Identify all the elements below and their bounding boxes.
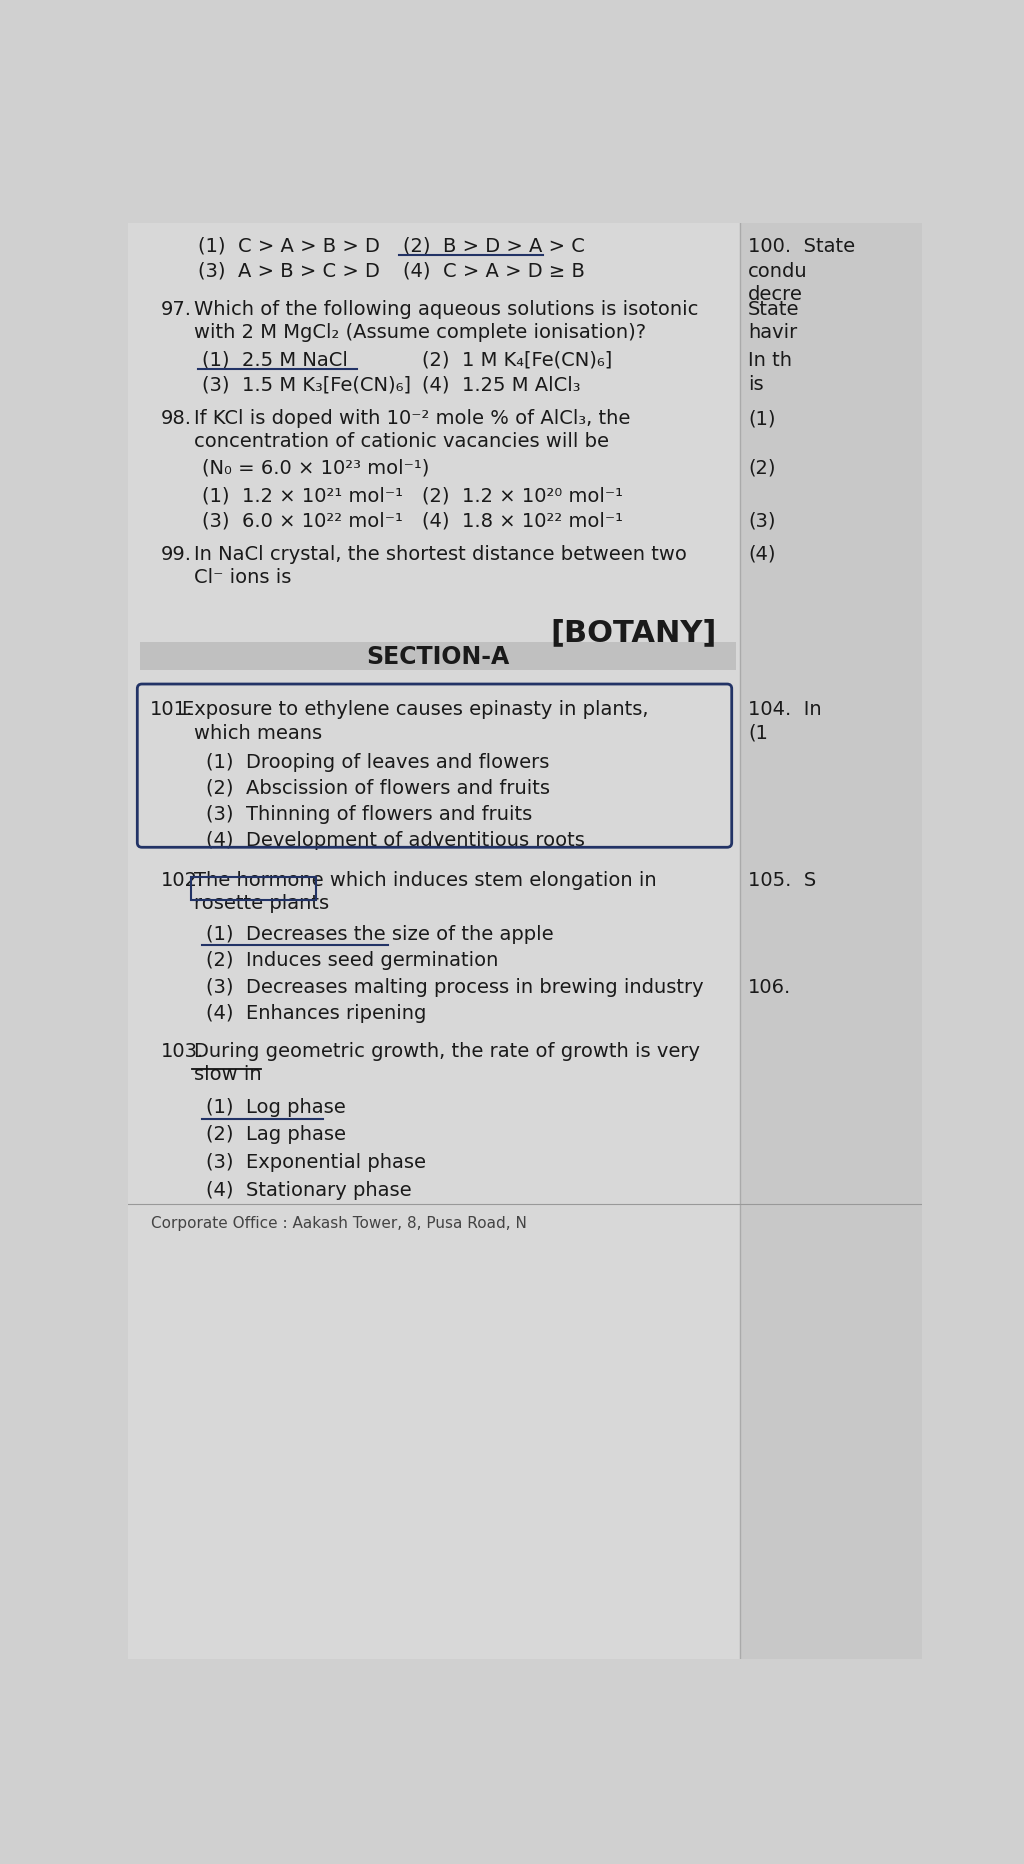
Text: 106.: 106.	[748, 977, 792, 995]
Text: (3)  1.5 M K₃[Fe(CN)₆]: (3) 1.5 M K₃[Fe(CN)₆]	[202, 375, 411, 395]
Text: (3): (3)	[748, 511, 775, 529]
Text: 105.  S: 105. S	[748, 870, 816, 889]
Text: (2): (2)	[748, 459, 775, 477]
Text: decre: decre	[748, 285, 803, 304]
Text: (3)  Exponential phase: (3) Exponential phase	[206, 1152, 426, 1172]
Text: If KCl is doped with 10⁻² mole % of AlCl₃, the: If KCl is doped with 10⁻² mole % of AlCl…	[194, 410, 630, 429]
Text: (2)  Induces seed germination: (2) Induces seed germination	[206, 951, 498, 969]
Text: rosette plants: rosette plants	[194, 895, 329, 913]
Text: (3)  Thinning of flowers and fruits: (3) Thinning of flowers and fruits	[206, 805, 531, 824]
Text: Which of the following aqueous solutions is isotonic: Which of the following aqueous solutions…	[194, 300, 698, 319]
Text: (1)  1.2 × 10²¹ mol⁻¹: (1) 1.2 × 10²¹ mol⁻¹	[202, 487, 402, 505]
Text: 98.: 98.	[161, 410, 191, 429]
Text: concentration of cationic vacancies will be: concentration of cationic vacancies will…	[194, 432, 609, 451]
Text: 104.  In: 104. In	[748, 701, 821, 720]
Text: Corporate Office : Aakash Tower, 8, Pusa Road, N: Corporate Office : Aakash Tower, 8, Pusa…	[152, 1215, 527, 1230]
Text: 102.: 102.	[161, 870, 204, 889]
Text: In NaCl crystal, the shortest distance between two: In NaCl crystal, the shortest distance b…	[194, 544, 687, 563]
Text: Exposure to ethylene causes epinasty in plants,: Exposure to ethylene causes epinasty in …	[182, 701, 649, 720]
Text: (3)  Decreases malting process in brewing industry: (3) Decreases malting process in brewing…	[206, 977, 703, 995]
Text: Cl⁻ ions is: Cl⁻ ions is	[194, 569, 291, 587]
Text: (2)  1 M K₄[Fe(CN)₆]: (2) 1 M K₄[Fe(CN)₆]	[423, 350, 612, 369]
Text: (1)  Decreases the size of the apple: (1) Decreases the size of the apple	[206, 925, 553, 943]
Text: (2)  1.2 × 10²⁰ mol⁻¹: (2) 1.2 × 10²⁰ mol⁻¹	[423, 487, 624, 505]
Text: 101.: 101.	[150, 701, 193, 720]
Text: (1: (1	[748, 723, 768, 742]
Text: 100.  State: 100. State	[748, 237, 855, 255]
Text: (4)  1.8 × 10²² mol⁻¹: (4) 1.8 × 10²² mol⁻¹	[423, 511, 624, 529]
Text: is: is	[748, 375, 764, 395]
Text: (4)  Enhances ripening: (4) Enhances ripening	[206, 1003, 426, 1021]
Text: (4)  C > A > D ≥ B: (4) C > A > D ≥ B	[403, 261, 585, 280]
FancyBboxPatch shape	[139, 643, 736, 671]
Text: condu: condu	[748, 261, 808, 280]
Text: 97.: 97.	[161, 300, 191, 319]
Text: State: State	[748, 300, 800, 319]
Text: 103.: 103.	[161, 1042, 204, 1061]
Text: (1)  C > A > B > D: (1) C > A > B > D	[198, 237, 380, 255]
Text: (1): (1)	[748, 410, 775, 429]
Text: slow in: slow in	[194, 1064, 261, 1083]
Text: (2)  Abscission of flowers and fruits: (2) Abscission of flowers and fruits	[206, 779, 550, 798]
Text: The hormone which induces stem elongation in: The hormone which induces stem elongatio…	[194, 870, 656, 889]
Text: SECTION-A: SECTION-A	[367, 645, 510, 669]
Text: havir: havir	[748, 322, 798, 341]
FancyBboxPatch shape	[740, 224, 922, 1659]
Text: During geometric growth, the rate of growth is very: During geometric growth, the rate of gro…	[194, 1042, 699, 1061]
Text: (1)  Log phase: (1) Log phase	[206, 1098, 345, 1117]
Text: (3)  A > B > C > D: (3) A > B > C > D	[198, 261, 380, 280]
Text: (4)  Stationary phase: (4) Stationary phase	[206, 1180, 411, 1199]
Text: (1)  2.5 M NaCl: (1) 2.5 M NaCl	[202, 350, 347, 369]
Text: In th: In th	[748, 350, 792, 369]
Text: (4): (4)	[748, 544, 775, 563]
Text: [BOTANY]: [BOTANY]	[551, 617, 717, 647]
Text: 99.: 99.	[161, 544, 191, 563]
Text: (N₀ = 6.0 × 10²³ mol⁻¹): (N₀ = 6.0 × 10²³ mol⁻¹)	[202, 459, 429, 477]
Text: with 2 M MgCl₂ (Assume complete ionisation)?: with 2 M MgCl₂ (Assume complete ionisati…	[194, 322, 646, 341]
Text: (1)  Drooping of leaves and flowers: (1) Drooping of leaves and flowers	[206, 753, 549, 772]
FancyBboxPatch shape	[128, 224, 922, 1659]
Text: (2)  B > D > A > C: (2) B > D > A > C	[403, 237, 585, 255]
Text: (4)  1.25 M AlCl₃: (4) 1.25 M AlCl₃	[423, 375, 581, 395]
Text: (3)  6.0 × 10²² mol⁻¹: (3) 6.0 × 10²² mol⁻¹	[202, 511, 402, 529]
Text: (4)  Development of adventitious roots: (4) Development of adventitious roots	[206, 831, 585, 850]
Text: (2)  Lag phase: (2) Lag phase	[206, 1124, 345, 1144]
Text: which means: which means	[194, 723, 322, 742]
